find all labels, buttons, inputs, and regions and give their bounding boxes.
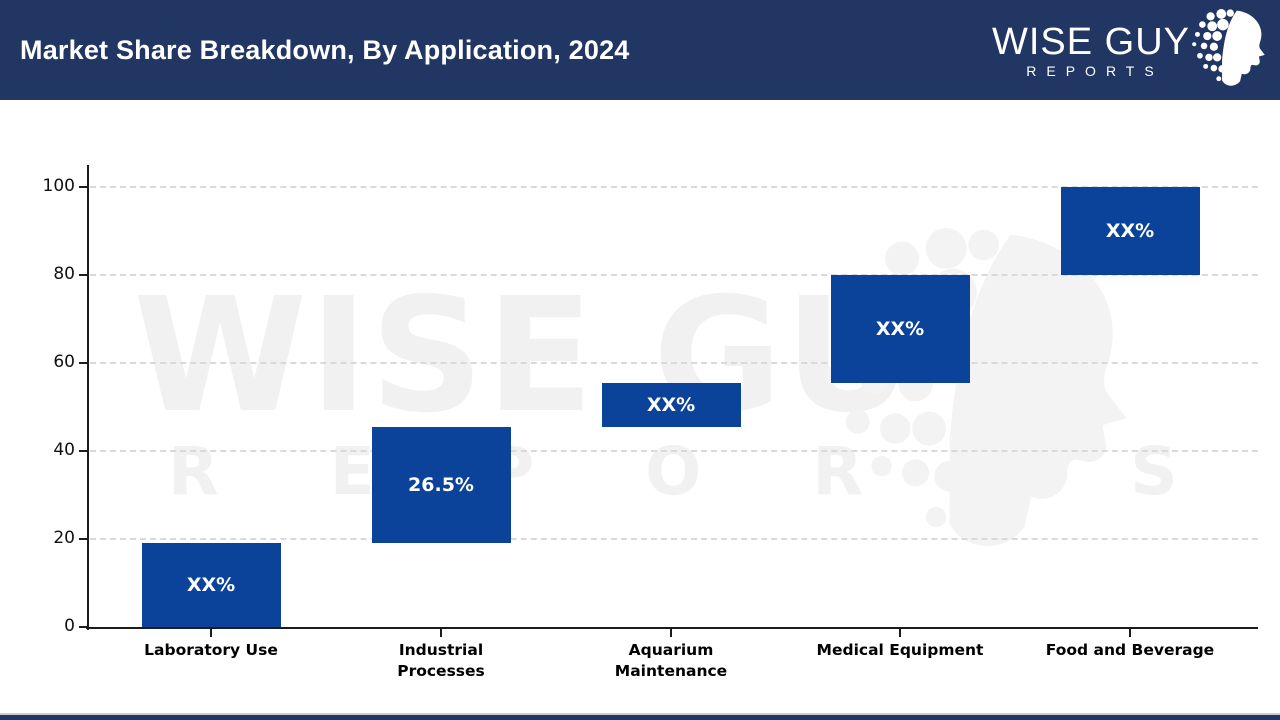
bar-industrial-processes: 26.5% — [371, 426, 511, 544]
x-tick — [899, 629, 901, 637]
y-tick — [79, 450, 87, 452]
y-tick — [79, 538, 87, 540]
y-tick — [79, 186, 87, 188]
dotted-head-icon — [1192, 9, 1265, 86]
y-tick — [79, 626, 87, 628]
x-axis-label-medical-equipment: Medical Equipment — [816, 641, 984, 659]
bar-value-label: XX% — [1105, 220, 1155, 242]
logo-text: WISE GUY REPORTS — [992, 22, 1190, 79]
bar-medical-equipment: XX% — [830, 275, 970, 383]
x-axis-label-industrial-processes: Industrial Processes — [397, 641, 485, 680]
x-axis-line — [86, 627, 1258, 629]
y-tick-label: 60 — [53, 352, 75, 372]
bar-food-and-beverage: XX% — [1060, 187, 1200, 275]
gridline — [90, 538, 1258, 540]
x-tick — [1129, 629, 1131, 637]
x-axis-label-food-and-beverage: Food and Beverage — [1045, 641, 1215, 659]
logo-wordmark: WISE GUY — [991, 20, 1190, 63]
x-tick — [440, 629, 442, 637]
bar-value-label: 26.5% — [408, 474, 474, 497]
y-tick-label: 0 — [64, 616, 75, 636]
x-axis-label-laboratory-use: Laboratory Use — [144, 641, 278, 659]
wise-guy-reports-logo: WISE GUY REPORTS — [992, 8, 1270, 92]
footer-bar — [0, 715, 1280, 720]
y-tick-label: 100 — [42, 176, 75, 196]
page-title: Market Share Breakdown, By Application, … — [20, 35, 630, 65]
header-banner: Market Share Breakdown, By Application, … — [0, 0, 1280, 100]
y-tick — [79, 274, 87, 276]
bar-aquarium-maintenance: XX% — [601, 382, 741, 427]
y-axis-line — [87, 165, 89, 630]
y-tick-label: 40 — [53, 440, 75, 460]
logo-subtitle: REPORTS — [1026, 62, 1164, 79]
y-tick — [79, 362, 87, 364]
gridline — [90, 274, 1258, 276]
x-tick — [670, 629, 672, 637]
bar-value-label: XX% — [186, 574, 236, 597]
gridline — [90, 362, 1258, 364]
x-tick — [210, 629, 212, 637]
waterfall-chart: 0 20 40 60 80 100 XX% Laboratory Use 26.5% Indust… — [0, 100, 1280, 714]
bar-value-label: XX% — [875, 317, 925, 340]
y-tick-label: 20 — [53, 528, 75, 548]
footer-divider — [0, 713, 1280, 715]
y-tick-label: 80 — [53, 264, 75, 284]
bar-value-label: XX% — [646, 393, 696, 416]
x-axis-label-aquarium-maintenance: Aquarium Maintenance — [614, 641, 728, 680]
bar-laboratory-use: XX% — [141, 543, 281, 627]
gridline — [90, 450, 1258, 452]
gridline — [90, 186, 1258, 188]
